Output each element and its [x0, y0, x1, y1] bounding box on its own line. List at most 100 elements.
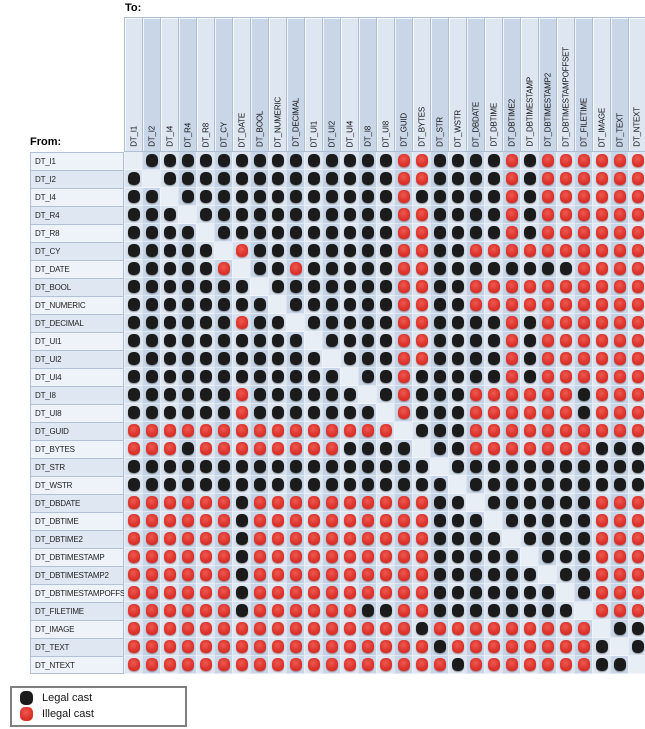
cast-cell-DT_DBTIME2-to-DT_DBTIMESTAMP2 [538, 530, 556, 548]
cast-cell-DT_UI8-to-DT_UI2 [322, 404, 340, 422]
cast-cell-DT_GUID-to-DT_TEXT [610, 422, 628, 440]
cast-cell-DT_TEXT-to-DT_DATE [232, 638, 250, 656]
cast-cell-DT_NTEXT-to-DT_NTEXT [628, 656, 645, 674]
illegal-cast-dot-icon [397, 640, 410, 653]
cast-cell-DT_TEXT-to-DT_DBTIMESTAMPOFFSET [556, 638, 574, 656]
illegal-cast-dot-icon [199, 568, 212, 581]
cast-cell-DT_DBTIMESTAMPOFFSET-to-DT_DBTIMESTAMP2 [538, 584, 556, 602]
cast-cell-DT_UI8-to-DT_GUID [394, 404, 412, 422]
cast-cell-DT_UI1-to-DT_DBTIME2 [502, 332, 520, 350]
illegal-cast-dot-icon [145, 604, 158, 617]
illegal-cast-dot-icon [415, 640, 428, 653]
illegal-cast-dot-icon [631, 604, 644, 617]
cast-cell-DT_NUMERIC-to-DT_DBTIME [484, 296, 502, 314]
cast-cell-DT_FILETIME-to-DT_DATE [232, 602, 250, 620]
cast-cell-DT_R4-to-DT_GUID [394, 206, 412, 224]
legal-cast-dot-icon [379, 388, 392, 401]
illegal-cast-dot-icon [289, 640, 302, 653]
cast-cell-DT_STR-to-DT_WSTR [448, 458, 466, 476]
cast-cell-DT_NUMERIC-to-DT_GUID [394, 296, 412, 314]
illegal-cast-dot-icon [613, 244, 626, 257]
cast-cell-DT_TEXT-to-DT_NTEXT [628, 638, 645, 656]
cast-cell-DT_UI8-to-DT_I8 [358, 404, 376, 422]
row-label-DT_I1: DT_I1 [30, 152, 124, 170]
cast-cell-DT_DBTIME2-to-DT_DBTIMESTAMPOFFSET [556, 530, 574, 548]
cast-cell-DT_I2-to-DT_UI4 [340, 170, 358, 188]
legal-cast-dot-icon [145, 208, 158, 221]
cast-cell-DT_UI4-to-DT_STR [430, 368, 448, 386]
legal-cast-dot-icon [487, 532, 500, 545]
legal-cast-dot-icon [631, 460, 644, 473]
illegal-cast-dot-icon [613, 568, 626, 581]
illegal-cast-dot-icon [469, 658, 482, 671]
cast-cell-DT_DBDATE-to-DT_DBTIMESTAMP2 [538, 494, 556, 512]
cast-cell-DT_UI1-to-DT_UI1 [304, 332, 322, 350]
cast-cell-DT_UI2-to-DT_BYTES [412, 350, 430, 368]
cast-cell-DT_NTEXT-to-DT_R8 [196, 656, 214, 674]
cast-cell-DT_BOOL-to-DT_DBDATE [466, 278, 484, 296]
illegal-cast-dot-icon [361, 514, 374, 527]
cast-cell-DT_UI2-to-DT_I1 [124, 350, 142, 368]
col-header-label: DT_NTEXT [632, 107, 642, 147]
cast-cell-DT_I8-to-DT_NTEXT [628, 386, 645, 404]
illegal-cast-dot-icon [631, 568, 644, 581]
legal-cast-dot-icon [577, 514, 590, 527]
illegal-cast-dot-icon [127, 550, 140, 563]
cast-cell-DT_UI2-to-DT_NTEXT [628, 350, 645, 368]
cast-cell-DT_DBDATE-to-DT_DBDATE [466, 494, 484, 512]
legal-cast-dot-icon [379, 370, 392, 383]
cast-cell-DT_BYTES-to-DT_DBTIME2 [502, 440, 520, 458]
legal-cast-dot-icon [253, 388, 266, 401]
cast-cell-DT_STR-to-DT_DECIMAL [286, 458, 304, 476]
matrix-row-DT_BYTES [124, 440, 645, 458]
illegal-cast-dot-icon [541, 370, 554, 383]
legal-cast-dot-icon [127, 244, 140, 257]
cast-cell-DT_GUID-to-DT_NUMERIC [268, 422, 286, 440]
illegal-cast-dot-icon [415, 316, 428, 329]
legal-cast-dot-icon [361, 172, 374, 185]
legal-cast-dot-icon [523, 514, 536, 527]
cast-cell-DT_UI1-to-DT_GUID [394, 332, 412, 350]
cast-cell-DT_DBTIMESTAMP2-to-DT_DBDATE [466, 566, 484, 584]
illegal-cast-dot-icon [577, 280, 590, 293]
cast-cell-DT_R8-to-DT_WSTR [448, 224, 466, 242]
illegal-cast-dot-icon [361, 424, 374, 437]
cast-cell-DT_DBTIMESTAMP-to-DT_DBTIMESTAMPOFFSET [556, 548, 574, 566]
cast-cell-DT_R4-to-DT_FILETIME [574, 206, 592, 224]
cast-cell-DT_BYTES-to-DT_UI4 [340, 440, 358, 458]
legal-cast-dot-icon [487, 208, 500, 221]
cast-cell-DT_DBDATE-to-DT_I1 [124, 494, 142, 512]
cast-cell-DT_GUID-to-DT_UI8 [376, 422, 394, 440]
legal-cast-dot-icon [289, 388, 302, 401]
illegal-cast-dot-icon [235, 640, 248, 653]
col-header-label: DT_DBTIMESTAMP [525, 77, 534, 147]
cast-cell-DT_R8-to-DT_UI8 [376, 224, 394, 242]
cast-cell-DT_DBTIME2-to-DT_STR [430, 530, 448, 548]
cast-cell-DT_STR-to-DT_GUID [394, 458, 412, 476]
cast-cell-DT_UI8-to-DT_WSTR [448, 404, 466, 422]
illegal-cast-dot-icon [541, 226, 554, 239]
cast-cell-DT_DATE-to-DT_DBTIME2 [502, 260, 520, 278]
illegal-cast-dot-icon [505, 622, 518, 635]
cast-cell-DT_I2-to-DT_BOOL [250, 170, 268, 188]
legal-cast-dot-icon [127, 460, 140, 473]
cast-cell-DT_R8-to-DT_I4 [160, 224, 178, 242]
legal-cast-dot-icon [613, 442, 626, 455]
cast-cell-DT_WSTR-to-DT_DBDATE [466, 476, 484, 494]
cast-cell-DT_UI2-to-DT_UI8 [376, 350, 394, 368]
cast-cell-DT_WSTR-to-DT_WSTR [448, 476, 466, 494]
cast-cell-DT_DBDATE-to-DT_DBTIME2 [502, 494, 520, 512]
cast-cell-DT_CY-to-DT_DBTIMESTAMP2 [538, 242, 556, 260]
row-label-DT_STR: DT_STR [30, 458, 124, 476]
illegal-cast-dot-icon [595, 514, 608, 527]
cast-cell-DT_DBTIMESTAMP2-to-DT_GUID [394, 566, 412, 584]
legal-cast-dot-icon [379, 208, 392, 221]
illegal-cast-dot-icon [361, 496, 374, 509]
cast-cell-DT_I1-to-DT_NUMERIC [268, 152, 286, 170]
legal-cast-dot-icon [235, 172, 248, 185]
cast-cell-DT_I4-to-DT_DBTIME2 [502, 188, 520, 206]
legal-cast-dot-icon [271, 316, 284, 329]
illegal-cast-dot-icon [577, 208, 590, 221]
cast-cell-DT_NTEXT-to-DT_UI1 [304, 656, 322, 674]
cast-cell-DT_DATE-to-DT_NTEXT [628, 260, 645, 278]
